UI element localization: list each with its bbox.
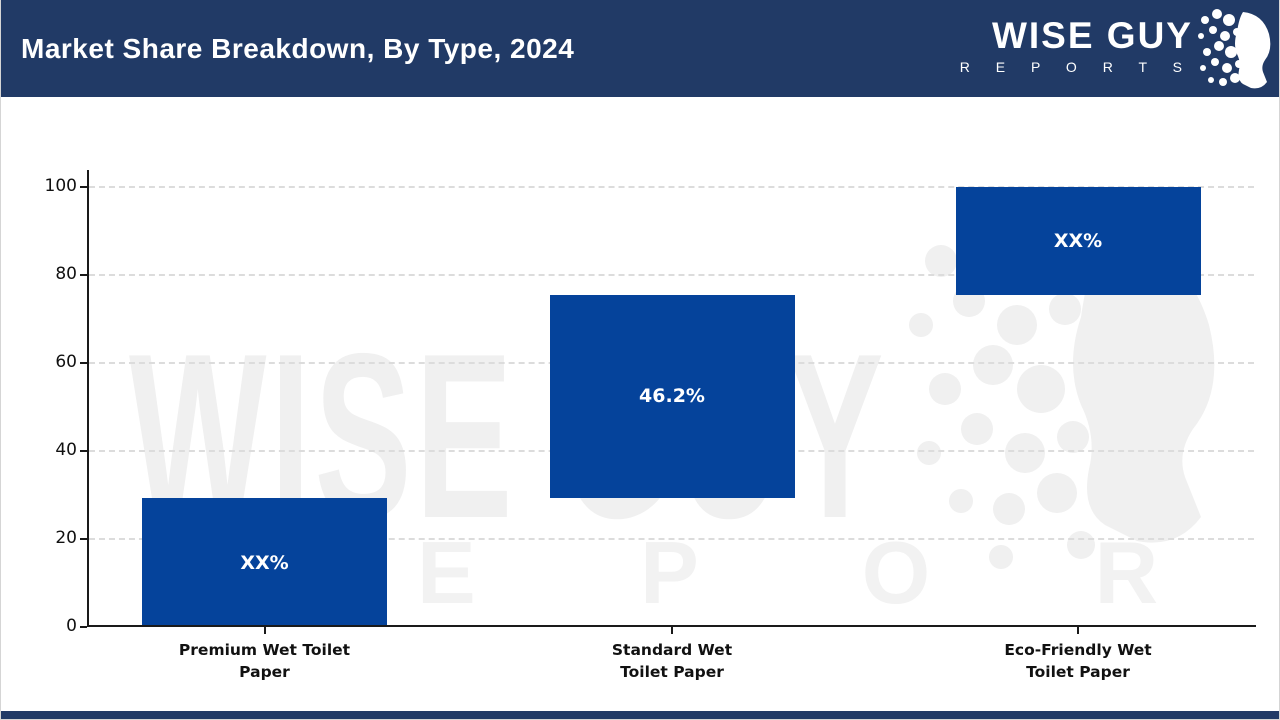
brand-face-icon: [1198, 9, 1271, 89]
bar-segment: XX%: [142, 498, 387, 627]
y-tick-label-40: 40: [55, 440, 77, 460]
gridline-20: [89, 538, 1254, 540]
gridline-100: [89, 186, 1254, 188]
y-tick-mark-60: [80, 362, 87, 364]
page-title: Market Share Breakdown, By Type, 2024: [21, 32, 575, 64]
y-tick-mark-20: [80, 538, 87, 540]
bar-value-label: 46.2%: [639, 385, 705, 408]
x-axis-line: [87, 625, 1256, 627]
y-tick-label-100: 100: [44, 176, 77, 196]
y-tick-mark-100: [80, 186, 87, 188]
footer-bar: [1, 711, 1279, 719]
y-tick-mark-40: [80, 450, 87, 452]
x-axis-category-label: Standard Wet Toilet Paper: [611, 641, 733, 681]
y-tick-label-80: 80: [55, 264, 77, 284]
x-axis-category-label: Eco-Friendly Wet Toilet Paper: [1004, 641, 1152, 681]
y-tick-label-20: 20: [55, 528, 77, 548]
brand-logo: WISE GUY R E P O R T S: [960, 16, 1193, 76]
brand-subname: R E P O R T S: [959, 59, 1193, 75]
y-tick-label-60: 60: [55, 352, 77, 372]
brand-name: WISE GUY: [991, 15, 1193, 56]
x-tick-mark: [263, 627, 266, 634]
header-band: Market Share Breakdown, By Type, 2024 WI…: [1, 0, 1279, 97]
y-tick-label-0: 0: [66, 616, 77, 636]
y-tick-mark-80: [80, 274, 87, 276]
x-tick-mark: [1077, 627, 1079, 634]
x-tick-mark: [671, 627, 673, 634]
x-axis-category-label: Premium Wet Toilet Paper: [178, 641, 351, 681]
bar-value-label: XX%: [1053, 229, 1103, 252]
gridline-80: [89, 274, 1254, 276]
y-tick-mark-0: [80, 626, 87, 628]
y-axis-line: [87, 170, 89, 627]
bar-segment: XX%: [955, 187, 1201, 295]
bar-value-label: XX%: [240, 551, 289, 574]
bar-segment: 46.2%: [549, 294, 795, 499]
